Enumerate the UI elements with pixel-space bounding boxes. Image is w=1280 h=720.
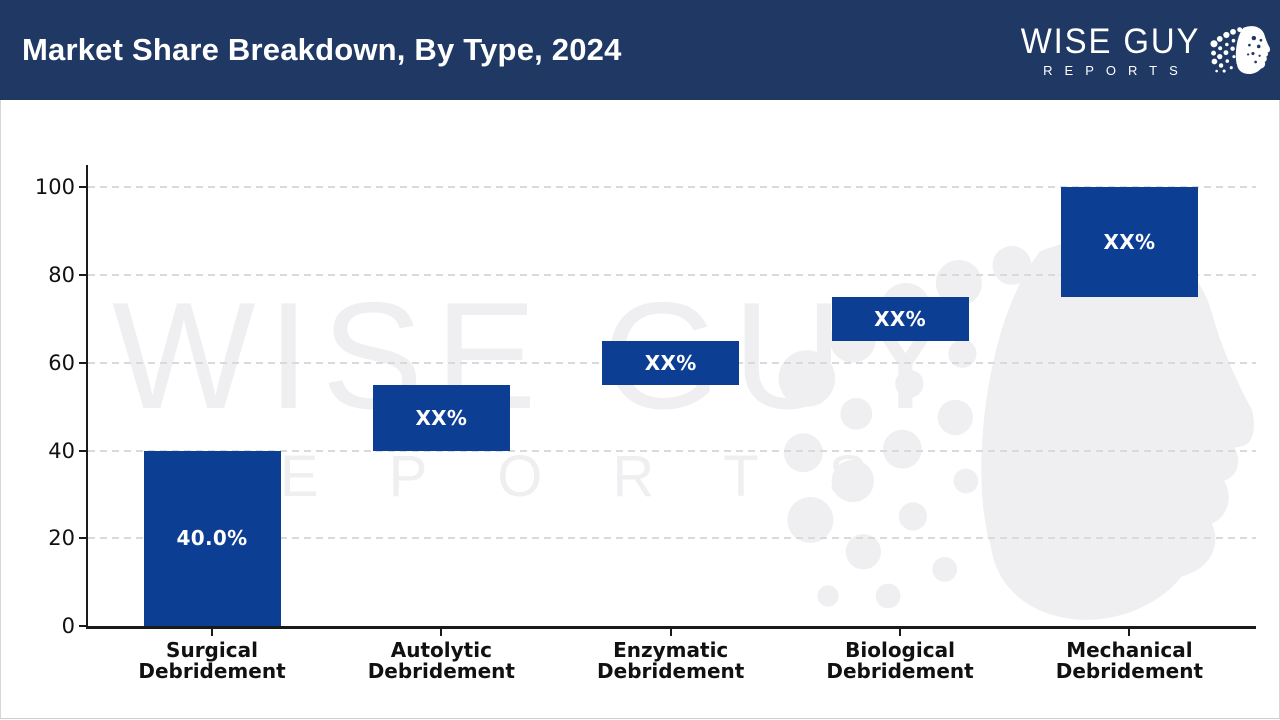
x-category-label-line: Surgical: [166, 638, 258, 662]
header-bar: Market Share Breakdown, By Type, 2024 WI…: [0, 0, 1280, 100]
x-category-label-line: Autolytic: [390, 638, 492, 662]
x-category-label-line: Mechanical: [1066, 638, 1193, 662]
gridline: [88, 186, 1256, 189]
logo-text-reports: REPORTS: [1043, 62, 1190, 78]
x-tick: [440, 629, 443, 636]
y-tick: [79, 274, 86, 277]
bar-enzymatic-debridement: XX%: [602, 340, 740, 385]
x-axis-spine: [86, 626, 1256, 629]
y-tick: [79, 449, 86, 452]
bar-value-label: XX%: [874, 307, 926, 331]
wiseguy-head-icon: [1210, 26, 1270, 75]
gridline: [88, 537, 1256, 540]
y-tick: [79, 186, 86, 189]
y-tick-label: 0: [61, 614, 75, 638]
gridline: [88, 274, 1256, 277]
y-tick: [79, 361, 86, 364]
y-tick-label: 20: [48, 526, 75, 551]
watermark-text-reports: REPORTS: [168, 444, 938, 509]
x-category-label-line: Debridement: [1055, 659, 1204, 683]
bar-autolytic-debridement: XX%: [372, 384, 510, 451]
x-tick: [1128, 629, 1131, 636]
x-category-label-line: Debridement: [826, 659, 974, 683]
x-category-label: Surgical Debridement: [102, 640, 322, 682]
x-tick: [899, 629, 902, 636]
x-category-label-line: Debridement: [597, 659, 745, 683]
page-title: Market Share Breakdown, By Type, 2024: [22, 32, 622, 67]
y-tick: [79, 537, 86, 540]
gridline: [88, 449, 1256, 452]
bar-value-label: XX%: [415, 405, 468, 430]
x-tick: [669, 629, 672, 636]
logo-text-wiseguy: WISE GUY: [1020, 21, 1201, 61]
y-tick-label: 40: [48, 438, 75, 463]
y-tick: [79, 625, 86, 627]
x-category-label: Biological Debridement: [790, 640, 1010, 682]
bar-value-label: XX%: [1103, 230, 1156, 255]
x-category-label: Enzymatic Debridement: [561, 640, 781, 682]
y-tick-label: 80: [48, 263, 75, 288]
x-category-label-line: Debridement: [138, 659, 286, 683]
bar-value-label: XX%: [644, 350, 697, 375]
wiseguy-logo: WISE GUY REPORTS: [1015, 8, 1272, 92]
x-category-label-line: Enzymatic: [613, 638, 729, 662]
y-tick-label: 100: [34, 175, 75, 200]
logo-wordmark: WISE GUY REPORTS: [1015, 24, 1206, 77]
bar-value-label: 40.0%: [176, 526, 248, 551]
x-category-label: Autolytic Debridement: [331, 640, 551, 682]
x-category-label: Mechanical Debridement: [1019, 640, 1239, 682]
x-category-label-line: Biological: [845, 638, 955, 662]
bar-mechanical-debridement: XX%: [1060, 187, 1198, 298]
bar-surgical-debridement: 40.0%: [143, 450, 281, 626]
x-tick: [211, 629, 213, 636]
y-tick-label: 60: [48, 350, 75, 375]
y-axis-spine: [86, 165, 88, 628]
bar-biological-debridement: XX%: [831, 297, 969, 341]
x-category-label-line: Debridement: [367, 659, 515, 683]
